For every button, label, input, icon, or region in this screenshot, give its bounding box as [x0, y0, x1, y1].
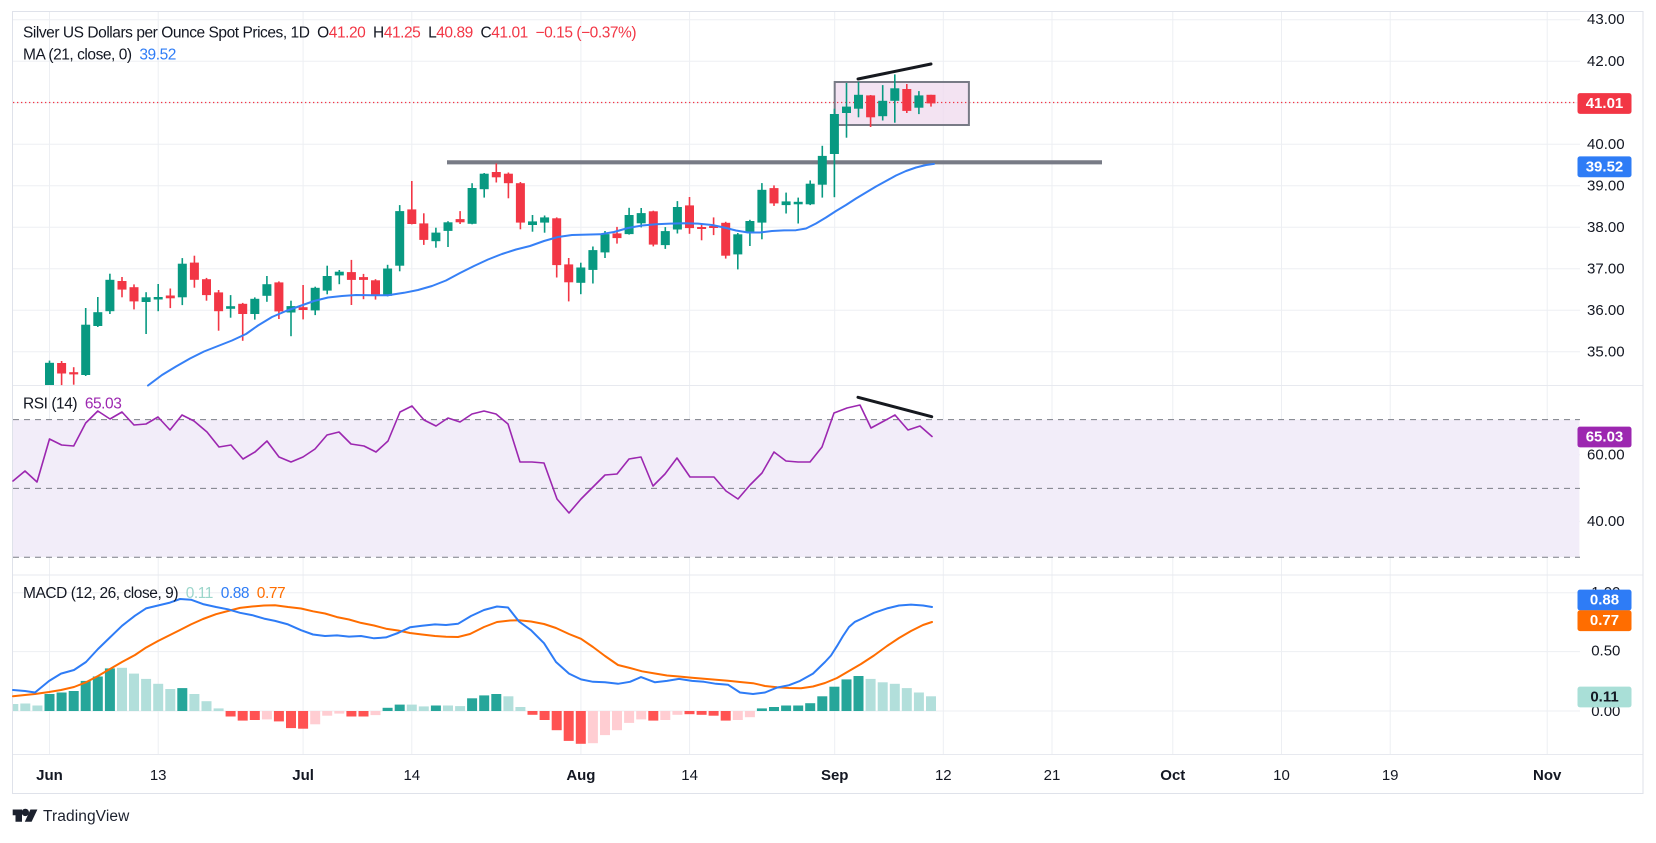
- svg-text:0.88: 0.88: [1590, 592, 1619, 609]
- svg-text:37.00: 37.00: [1587, 260, 1625, 277]
- svg-text:Aug: Aug: [566, 767, 595, 784]
- svg-text:Jun: Jun: [36, 767, 63, 784]
- svg-text:Silver US Dollars per Ounce Sp: Silver US Dollars per Ounce Spot Prices,…: [23, 24, 636, 41]
- svg-text:Oct: Oct: [1160, 767, 1185, 784]
- svg-text:0.50: 0.50: [1591, 643, 1620, 660]
- svg-text:41.01: 41.01: [1586, 95, 1624, 112]
- svg-text:RSI (14) 65.03: RSI (14) 65.03: [23, 395, 121, 412]
- svg-text:0.11: 0.11: [1590, 689, 1618, 706]
- svg-text:Sep: Sep: [821, 767, 849, 784]
- svg-text:Nov: Nov: [1533, 767, 1562, 784]
- svg-text:10: 10: [1273, 767, 1290, 784]
- svg-text:38.00: 38.00: [1587, 219, 1625, 236]
- svg-text:40.00: 40.00: [1587, 513, 1625, 530]
- svg-text:14: 14: [403, 767, 420, 784]
- svg-text:43.00: 43.00: [1587, 11, 1625, 28]
- svg-text:39.52: 39.52: [1586, 158, 1624, 175]
- svg-text:36.00: 36.00: [1587, 302, 1625, 319]
- svg-text:MACD (12, 26, close, 9) 0.11: MACD (12, 26, close, 9) 0.11 0.88 0.77: [23, 585, 285, 602]
- svg-text:Jul: Jul: [292, 767, 314, 784]
- svg-text:39.00: 39.00: [1587, 177, 1625, 194]
- svg-text:TradingView: TradingView: [43, 808, 130, 825]
- svg-text:35.00: 35.00: [1587, 343, 1625, 360]
- svg-text:MA (21, close, 0) 39.52: MA (21, close, 0) 39.52: [23, 46, 176, 63]
- svg-text:60.00: 60.00: [1587, 446, 1625, 463]
- svg-text:40.00: 40.00: [1587, 136, 1625, 153]
- svg-text:12: 12: [935, 767, 952, 784]
- svg-text:65.03: 65.03: [1586, 429, 1624, 446]
- svg-text:14: 14: [681, 767, 698, 784]
- svg-text:0.77: 0.77: [1590, 612, 1619, 629]
- svg-text:42.00: 42.00: [1587, 53, 1625, 70]
- svg-text:19: 19: [1382, 767, 1399, 784]
- svg-text:21: 21: [1044, 767, 1061, 784]
- svg-text:13: 13: [150, 767, 167, 784]
